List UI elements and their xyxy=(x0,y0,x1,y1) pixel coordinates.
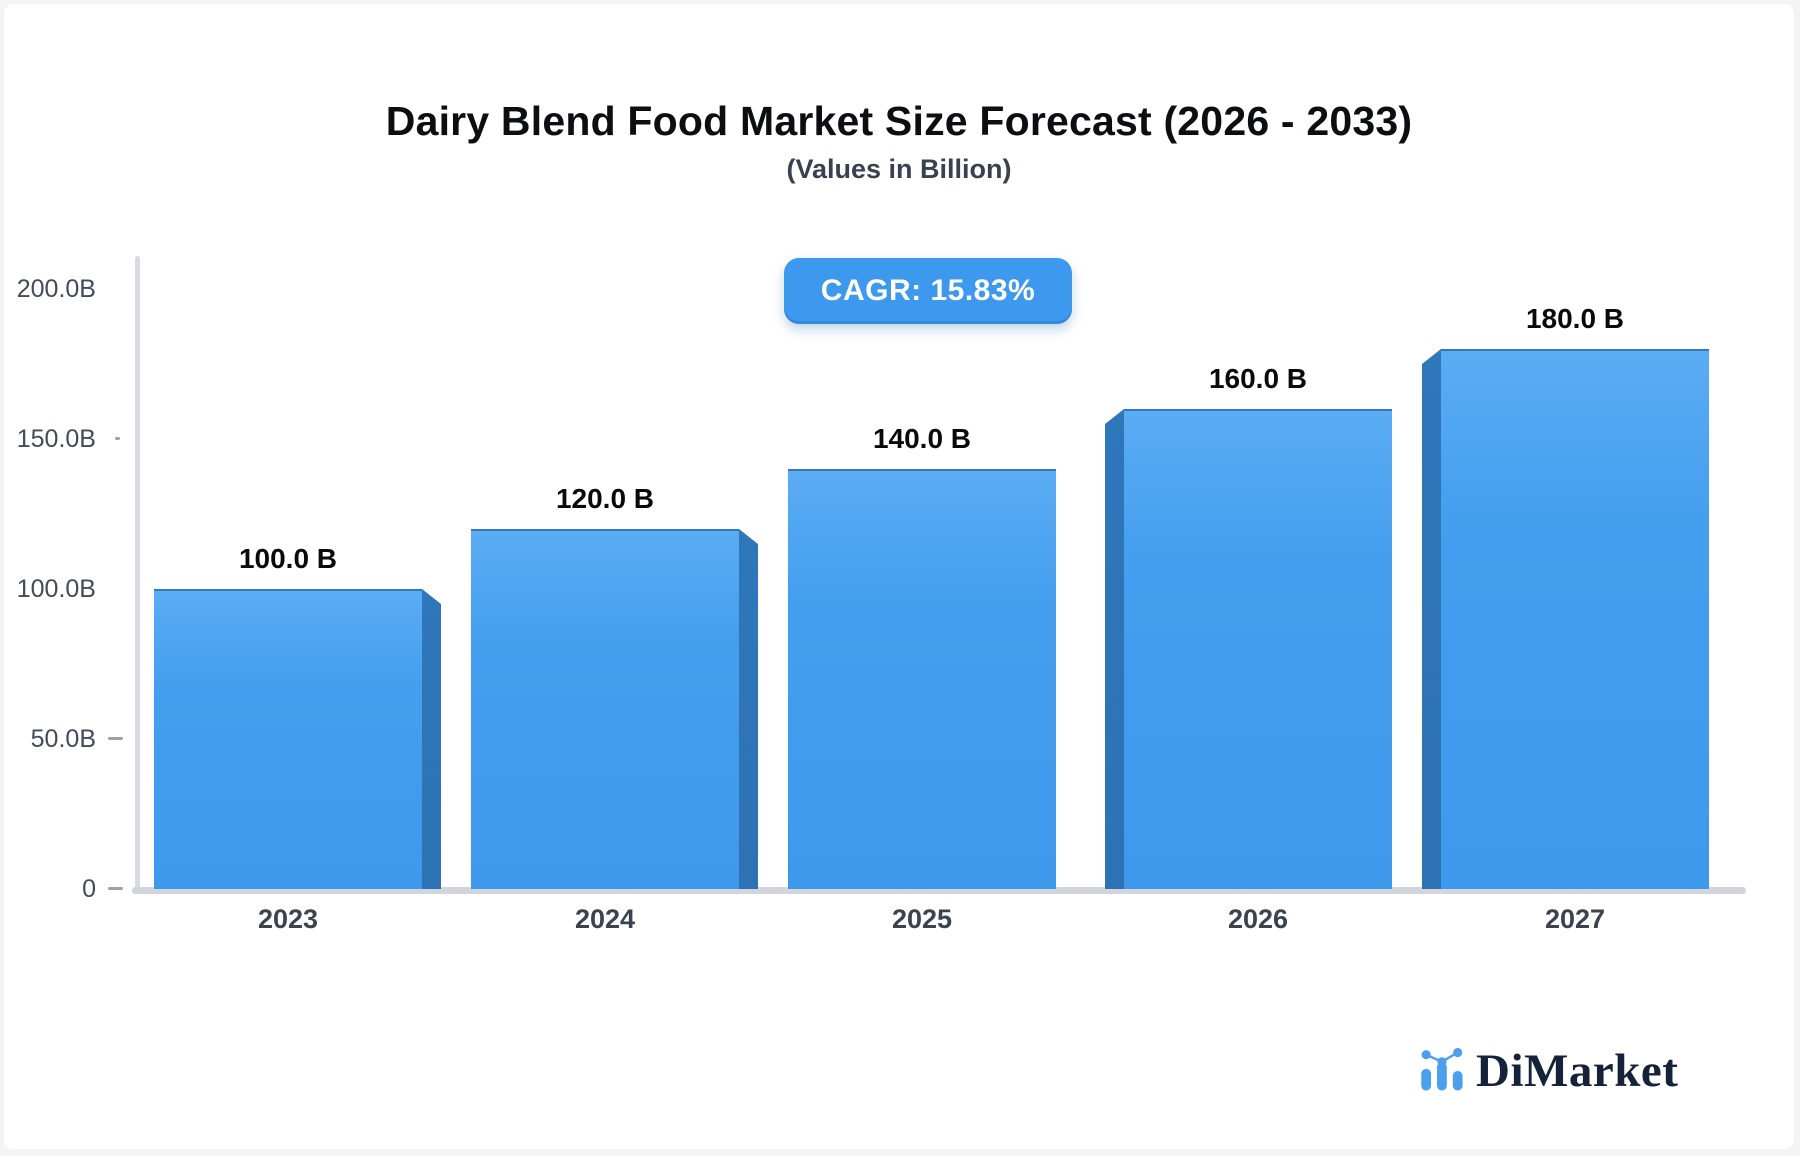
bar-2026[interactable] xyxy=(1124,409,1392,889)
cagr-badge: CAGR: 15.83% xyxy=(784,258,1072,324)
chart-title: Dairy Blend Food Market Size Forecast (2… xyxy=(385,98,1413,144)
x-tick-label: 2023 xyxy=(257,904,319,934)
brand-logo: DiMarket xyxy=(1418,1044,1678,1098)
y-tick-label: 100.0B xyxy=(16,575,96,603)
y-tick-label: 200.0B xyxy=(16,275,96,303)
y-tick-label: 0 xyxy=(82,875,96,903)
brand-name: DiMarket xyxy=(1476,1045,1679,1097)
bar-3d-side xyxy=(422,589,441,889)
chart-card: Dairy Blend Food Market Size Forecast (2… xyxy=(4,4,1794,1149)
y-tick-mark xyxy=(108,887,123,890)
x-tick-label: 2026 xyxy=(1227,904,1289,934)
brand-logo-icon xyxy=(1421,1047,1463,1091)
bar-value-label: 120.0 B xyxy=(555,483,655,514)
bar-3d-side xyxy=(739,529,758,889)
x-tick-label: 2027 xyxy=(1544,904,1606,934)
y-tick-mark xyxy=(115,437,120,440)
y-tick-mark xyxy=(108,737,123,740)
bar-3d-side xyxy=(1422,349,1441,889)
x-tick-label: 2024 xyxy=(574,904,636,934)
x-axis-line xyxy=(132,887,1746,894)
bar-2027[interactable] xyxy=(1441,349,1709,889)
x-tick-label: 2025 xyxy=(891,904,953,934)
bar-3d-side xyxy=(1105,409,1124,889)
bar-2023[interactable] xyxy=(154,589,422,889)
chart-subtitle: (Values in Billion) xyxy=(786,154,1012,184)
cagr-badge-label: CAGR: 15.83% xyxy=(820,274,1036,307)
y-axis-line xyxy=(135,256,140,893)
bar-2025[interactable] xyxy=(788,469,1056,889)
bar-value-label: 180.0 B xyxy=(1525,303,1625,334)
bar-value-label: 140.0 B xyxy=(872,423,972,454)
bar-value-label: 100.0 B xyxy=(238,543,338,574)
bar-2024[interactable] xyxy=(471,529,739,889)
y-tick-label: 150.0B xyxy=(16,425,96,453)
bar-value-label: 160.0 B xyxy=(1208,363,1308,394)
y-tick-label: 50.0B xyxy=(30,725,96,753)
